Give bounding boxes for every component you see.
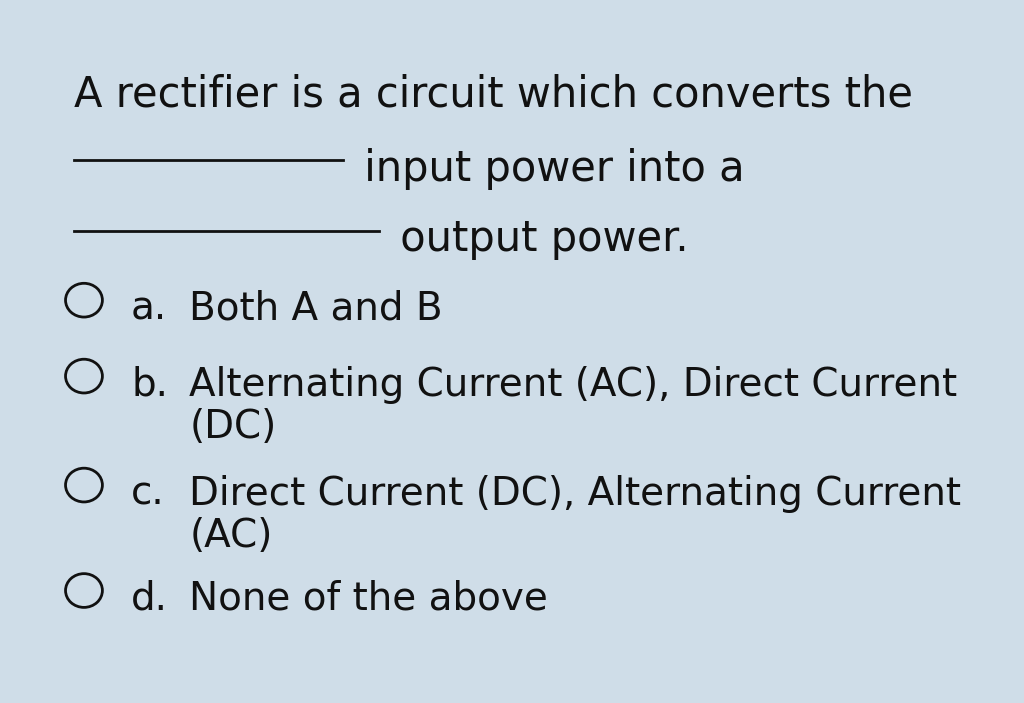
Text: Both A and B: Both A and B [189, 290, 443, 328]
Text: (DC): (DC) [189, 408, 276, 446]
Text: None of the above: None of the above [189, 580, 548, 618]
Text: A rectifier is a circuit which converts the: A rectifier is a circuit which converts … [74, 74, 912, 116]
Text: output power.: output power. [387, 218, 689, 260]
Text: c.: c. [131, 475, 165, 512]
Text: d.: d. [131, 580, 168, 618]
Text: input power into a: input power into a [351, 148, 744, 190]
Text: b.: b. [131, 366, 168, 404]
Text: a.: a. [131, 290, 167, 328]
Text: Direct Current (DC), Alternating Current: Direct Current (DC), Alternating Current [189, 475, 962, 512]
Text: (AC): (AC) [189, 517, 272, 555]
Text: Alternating Current (AC), Direct Current: Alternating Current (AC), Direct Current [189, 366, 957, 404]
